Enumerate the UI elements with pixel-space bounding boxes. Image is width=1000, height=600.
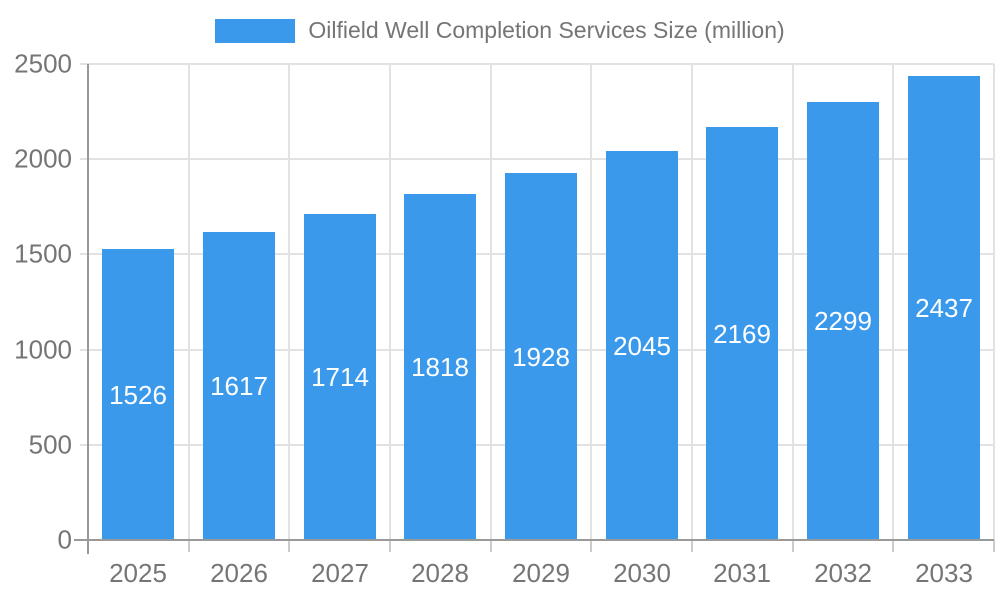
x-tick-label: 2030 bbox=[613, 558, 671, 588]
y-tick-label: 0 bbox=[57, 524, 72, 555]
bar-value-label: 1714 bbox=[311, 362, 369, 392]
bar-2031[interactable]: 2169 bbox=[706, 127, 778, 540]
x-tick-label: 2025 bbox=[109, 558, 167, 588]
x-axis-tick bbox=[288, 540, 290, 552]
plot-area: 1526 1617 1714 1818 1928 2045 2169 2299 2437 bbox=[74, 63, 995, 554]
bar-2032[interactable]: 2299 bbox=[807, 102, 879, 540]
horizontal-gridline bbox=[80, 63, 994, 65]
x-tick-label: 2026 bbox=[210, 558, 268, 588]
bar-value-label: 2437 bbox=[915, 293, 973, 323]
bar-2025[interactable]: 1526 bbox=[102, 249, 174, 540]
bar-2030[interactable]: 2045 bbox=[606, 151, 678, 540]
bar-2033[interactable]: 2437 bbox=[908, 76, 980, 540]
bar-value-label: 1526 bbox=[109, 379, 167, 410]
y-axis-line bbox=[87, 64, 89, 554]
x-axis-tick bbox=[590, 540, 592, 552]
x-tick-label: 2033 bbox=[915, 558, 973, 588]
x-tick-label: 2028 bbox=[411, 558, 469, 588]
vertical-gridline bbox=[288, 64, 290, 540]
bar-value-label: 1928 bbox=[512, 341, 570, 372]
y-axis-labels: 0 500 1000 1500 2000 2500 bbox=[0, 49, 72, 555]
x-axis-tick bbox=[188, 540, 190, 552]
legend-swatch-icon bbox=[215, 18, 296, 43]
vertical-gridline bbox=[490, 64, 492, 540]
legend-label: Oilfield Well Completion Services Size (… bbox=[308, 17, 785, 43]
bar-2029[interactable]: 1928 bbox=[505, 173, 577, 540]
vertical-gridline bbox=[993, 64, 995, 540]
bar-value-label: 2299 bbox=[814, 306, 872, 336]
vertical-gridline bbox=[691, 64, 693, 540]
x-axis-tick bbox=[691, 540, 693, 552]
x-tick-label: 2027 bbox=[311, 558, 369, 588]
y-tick-label: 2000 bbox=[14, 143, 72, 174]
vertical-gridline bbox=[590, 64, 592, 540]
y-tick-label: 1000 bbox=[14, 334, 72, 365]
chart-legend[interactable]: Oilfield Well Completion Services Size (… bbox=[0, 17, 1000, 44]
x-axis-line bbox=[74, 539, 994, 541]
horizontal-gridline bbox=[80, 158, 994, 160]
vertical-gridline bbox=[892, 64, 894, 540]
bar-2027[interactable]: 1714 bbox=[304, 214, 376, 540]
vertical-gridline bbox=[188, 64, 190, 540]
x-axis-labels: 2025 2026 2027 2028 2029 2030 2031 2032 2033 bbox=[88, 558, 994, 588]
bar-2028[interactable]: 1818 bbox=[404, 194, 476, 540]
x-axis-tick bbox=[892, 540, 894, 552]
x-tick-label: 2031 bbox=[713, 558, 771, 588]
bar-value-label: 2045 bbox=[613, 330, 671, 361]
y-tick-label: 500 bbox=[28, 429, 72, 460]
x-axis-tick bbox=[993, 540, 995, 552]
bar-value-label: 1818 bbox=[411, 352, 469, 382]
x-axis-tick bbox=[792, 540, 794, 552]
x-tick-label: 2029 bbox=[512, 558, 570, 588]
bar-2026[interactable]: 1617 bbox=[203, 232, 275, 540]
x-axis-tick bbox=[490, 540, 492, 552]
y-tick-label: 1500 bbox=[14, 238, 72, 269]
bar-value-label: 2169 bbox=[713, 318, 771, 349]
x-axis-tick bbox=[389, 540, 391, 552]
y-tick-label: 2500 bbox=[14, 48, 72, 79]
x-tick-label: 2032 bbox=[814, 558, 872, 588]
bar-value-label: 1617 bbox=[210, 371, 268, 401]
vertical-gridline bbox=[792, 64, 794, 540]
vertical-gridline bbox=[389, 64, 391, 540]
